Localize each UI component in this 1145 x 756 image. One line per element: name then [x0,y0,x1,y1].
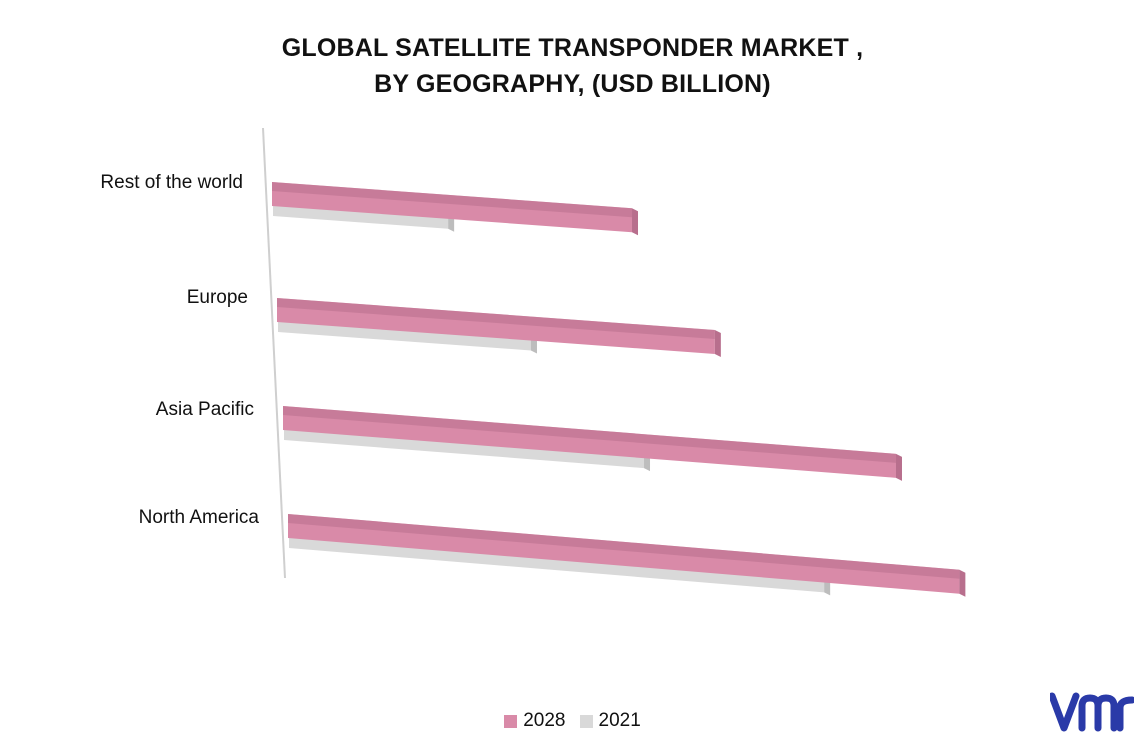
category-label: Asia Pacific [156,399,254,420]
legend-item-2021: 2021 [579,710,641,732]
legend-swatch-2021 [579,714,593,728]
chart-title: GLOBAL SATELLITE TRANSPONDER MARKET , BY… [0,30,1145,102]
title-line-2: BY GEOGRAPHY, (USD BILLION) [374,70,771,98]
bar-end-2028-asia-pacific [895,453,902,481]
bar-end-2028-north-america [959,569,966,597]
legend-swatch-2028 [504,714,518,728]
title-line-1: GLOBAL SATELLITE TRANSPONDER MARKET , [281,34,864,62]
category-axis-line [262,127,286,579]
category-label: North America [139,507,260,528]
bar-top-2028-europe [277,298,715,339]
category-label: Europe [187,287,248,308]
legend-label-2021: 2021 [598,710,641,731]
category-label: Rest of the world [100,172,243,193]
bar-top-2028-asia-pacific [283,406,896,463]
bar-end-2028-europe [714,329,721,357]
vmr-logo-icon [1050,692,1134,732]
bar-top-2028-north-america [288,514,960,579]
bar-top-2028-rest-of-the-world [272,182,633,218]
legend-item-2028: 2028 [504,710,566,732]
legend: 2028 2021 [0,710,1145,732]
bar-end-2028-rest-of-the-world [632,208,639,236]
legend-label-2028: 2028 [523,710,566,731]
